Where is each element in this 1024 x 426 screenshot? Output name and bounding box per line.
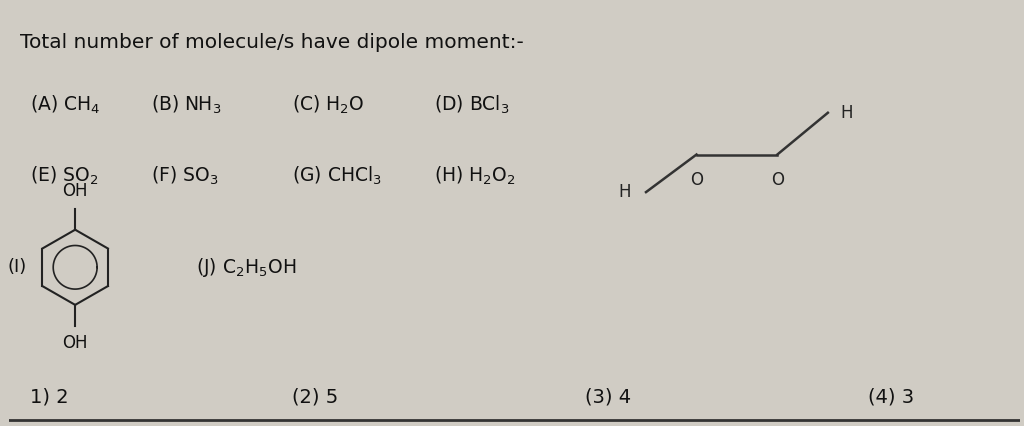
Text: (H) H$_2$O$_2$: (H) H$_2$O$_2$ [434, 164, 516, 187]
Text: OH: OH [62, 334, 88, 352]
Text: (B) NH$_3$: (B) NH$_3$ [151, 93, 221, 115]
Text: 1) 2: 1) 2 [30, 387, 69, 406]
Text: H: H [840, 104, 853, 122]
Text: (G) CHCl$_3$: (G) CHCl$_3$ [293, 164, 382, 187]
Text: OH: OH [62, 182, 88, 201]
Text: (C) H$_2$O: (C) H$_2$O [293, 93, 365, 115]
Text: (E) SO$_2$: (E) SO$_2$ [30, 164, 98, 187]
Text: (A) CH$_4$: (A) CH$_4$ [30, 93, 100, 115]
Text: O: O [771, 171, 783, 189]
Text: (J) C$_2$H$_5$OH: (J) C$_2$H$_5$OH [197, 256, 297, 279]
Text: (3) 4: (3) 4 [586, 387, 632, 406]
Text: H: H [618, 183, 631, 201]
Text: (F) SO$_3$: (F) SO$_3$ [151, 164, 218, 187]
Text: Total number of molecule/s have dipole moment:-: Total number of molecule/s have dipole m… [19, 33, 523, 52]
Text: (D) BCl$_3$: (D) BCl$_3$ [434, 93, 510, 115]
Text: O: O [690, 171, 703, 189]
Text: (I): (I) [8, 258, 28, 276]
Text: (2) 5: (2) 5 [293, 387, 339, 406]
Text: (4) 3: (4) 3 [868, 387, 914, 406]
